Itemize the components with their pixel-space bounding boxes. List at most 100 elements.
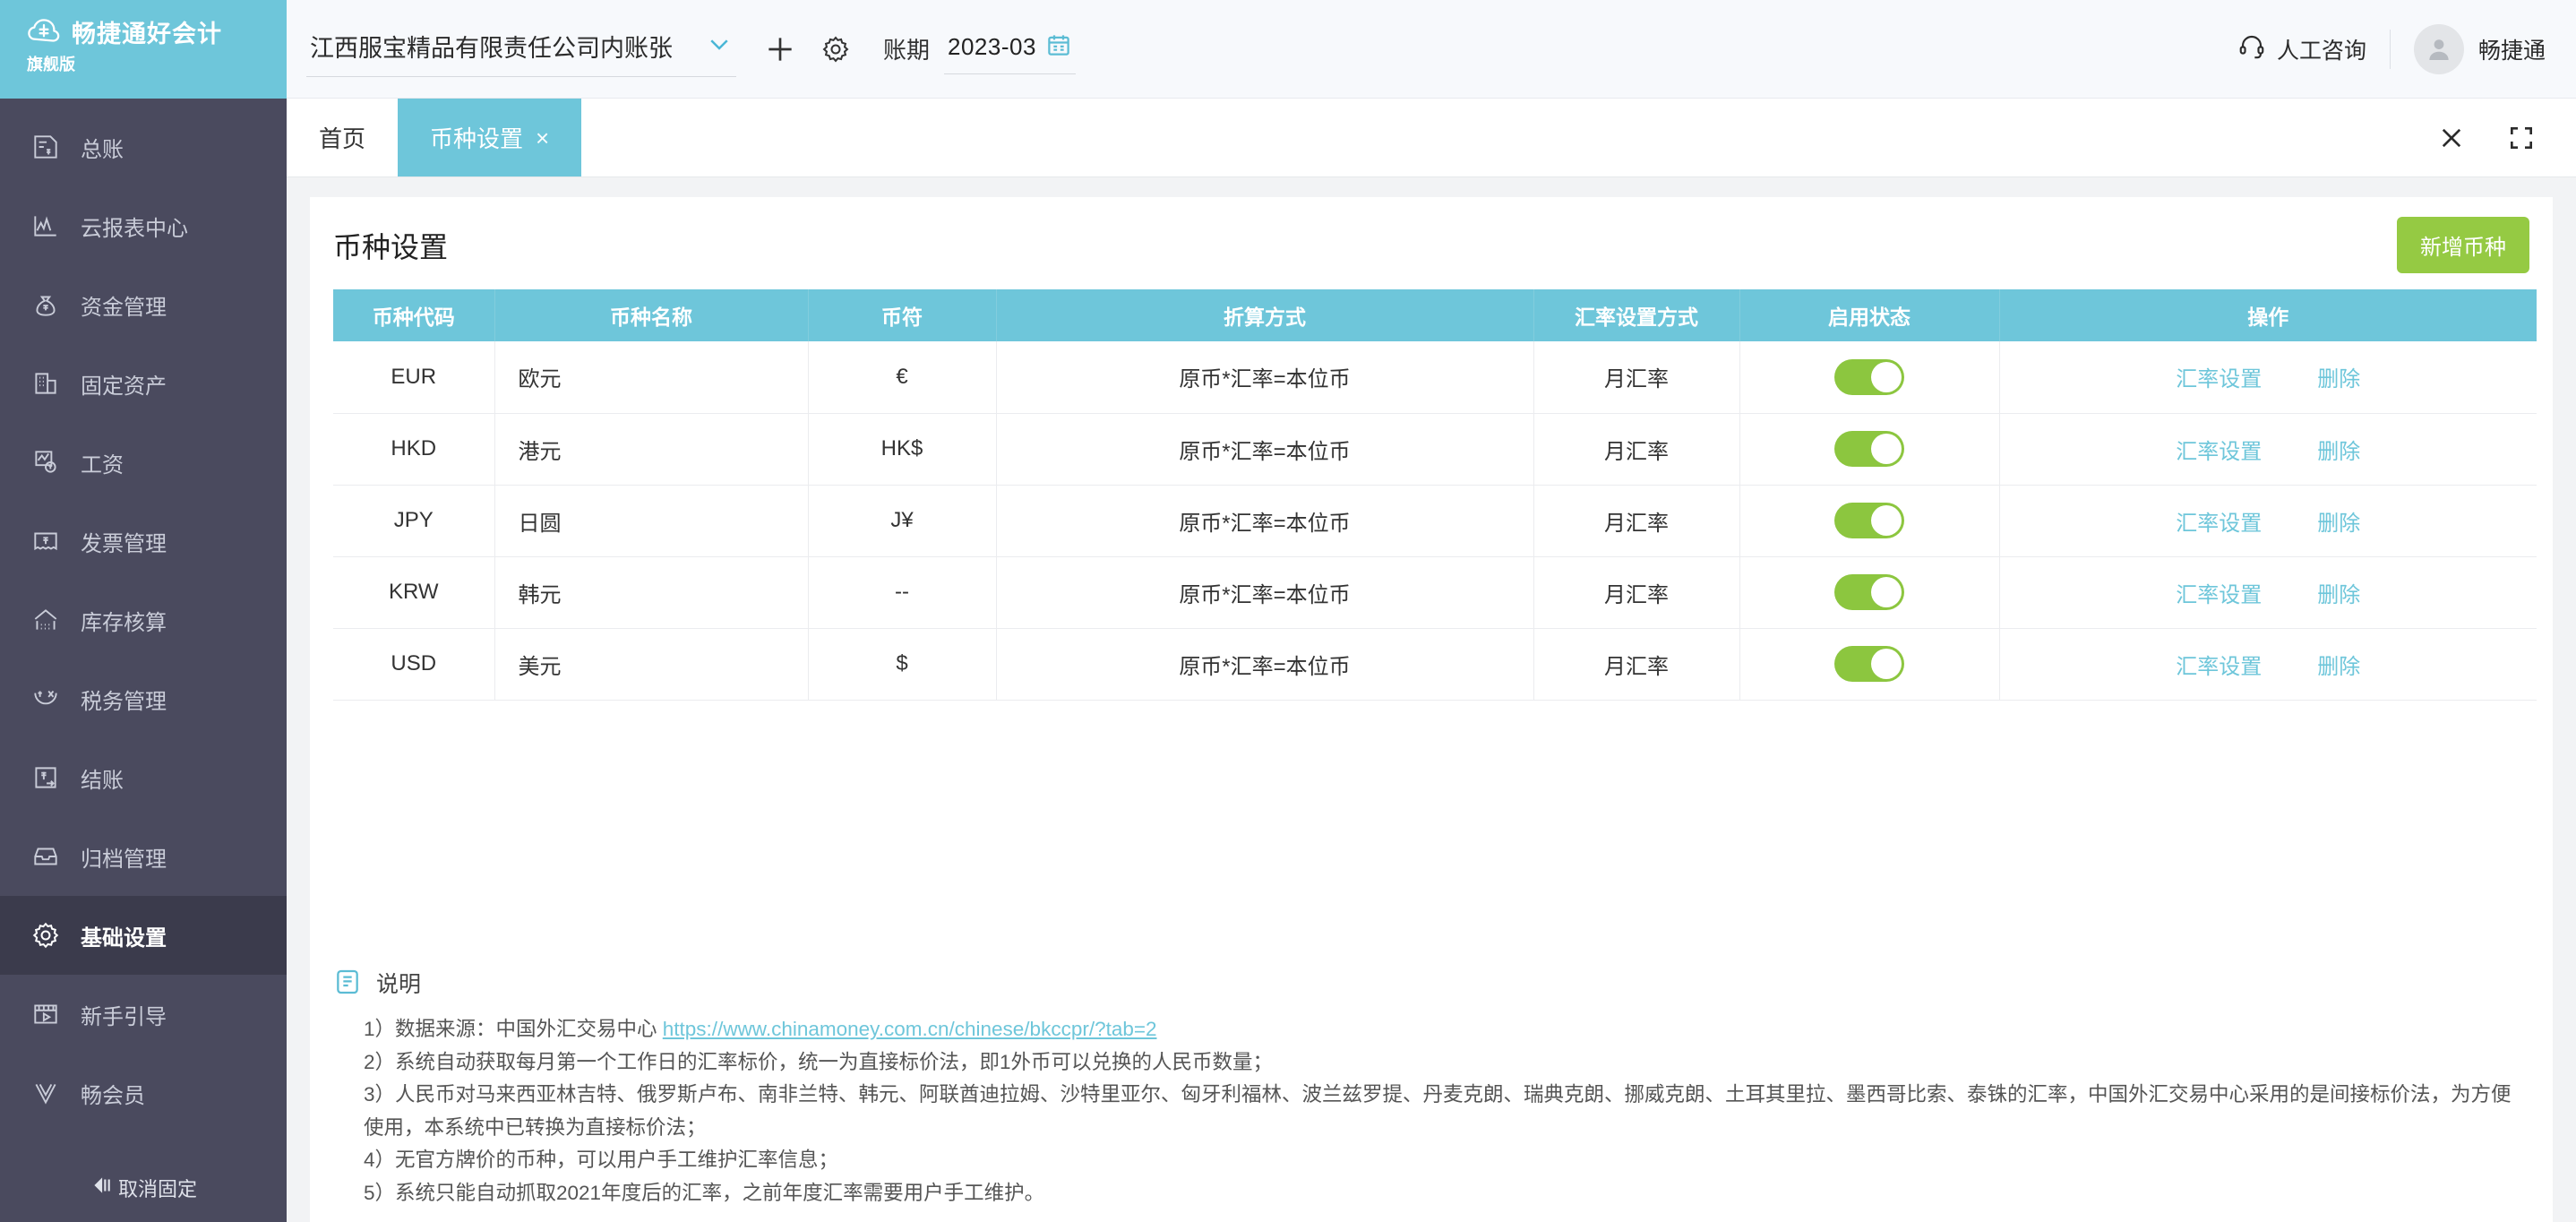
cell-operations: 汇率设置 删除 <box>1999 485 2537 557</box>
support-button[interactable]: 人工咨询 <box>2237 31 2366 66</box>
cell-code: KRW <box>333 556 495 629</box>
cell-code: HKD <box>333 413 495 486</box>
note-number: 5） <box>364 1181 396 1204</box>
column-header-code: 币种代码 <box>333 289 495 341</box>
sidebar-item-label: 归档管理 <box>81 847 167 872</box>
tab-home[interactable]: 首页 <box>287 99 398 176</box>
sidebar-nav: 总账 云报表中心 资金管理 固定资产 <box>0 99 287 1154</box>
sidebar-item-payroll[interactable]: 工资 <box>0 423 287 502</box>
sidebar-item-basic-settings[interactable]: 基础设置 <box>0 896 287 975</box>
tab-bar: 首页 币种设置 × <box>287 99 2576 177</box>
cell-operations: 汇率设置 删除 <box>1999 413 2537 486</box>
company-selector[interactable]: 江西服宝精品有限责任公司内账张 <box>306 22 736 77</box>
data-source-link[interactable]: https://www.chinamoney.com.cn/chinese/bk… <box>662 1018 1157 1041</box>
rate-settings-link[interactable]: 汇率设置 <box>2176 511 2263 536</box>
cell-operations: 汇率设置 删除 <box>1999 341 2537 414</box>
rate-settings-link[interactable]: 汇率设置 <box>2176 439 2263 464</box>
delete-link[interactable]: 删除 <box>2317 654 2361 679</box>
cell-symbol: HK$ <box>808 413 997 486</box>
sidebar-item-fixed-assets[interactable]: 固定资产 <box>0 344 287 423</box>
calendar-icon <box>1045 31 1072 63</box>
collapse-arrow-icon <box>90 1174 113 1202</box>
table-row: KRW 韩元 -- 原币*汇率=本位币 月汇率 汇率设 <box>333 556 2537 629</box>
column-header-rate-mode: 汇率设置方式 <box>1533 289 1740 341</box>
cell-name: 美元 <box>494 628 809 701</box>
cell-enabled <box>1739 485 2000 557</box>
enable-toggle[interactable] <box>1834 646 1904 682</box>
note-text: 人民币对马来西亚林吉特、俄罗斯卢布、南非兰特、韩元、阿联酋迪拉姆、沙特里亚尔、匈… <box>364 1083 2512 1139</box>
tab-currency-settings[interactable]: 币种设置 × <box>398 99 582 176</box>
vip-icon <box>30 1078 61 1108</box>
sidebar-item-label: 云报表中心 <box>81 216 188 241</box>
tab-close-icon[interactable]: × <box>536 124 550 151</box>
sidebar-item-invoice[interactable]: 发票管理 <box>0 502 287 581</box>
settings-gear-button[interactable] <box>811 25 860 73</box>
note-text: 数据来源：中国外汇交易中心 <box>395 1018 663 1041</box>
close-icon[interactable] <box>2417 99 2486 177</box>
period-label: 账期 <box>883 37 931 64</box>
payroll-icon <box>30 447 61 478</box>
cell-name: 欧元 <box>494 341 809 414</box>
sidebar-item-label: 税务管理 <box>81 689 167 714</box>
rate-settings-link[interactable]: 汇率设置 <box>2176 654 2263 679</box>
column-header-name: 币种名称 <box>494 289 809 341</box>
money-bag-icon <box>30 289 61 320</box>
delete-link[interactable]: 删除 <box>2317 439 2361 464</box>
note-number: 1） <box>364 1018 396 1041</box>
cell-name: 日圆 <box>494 485 809 557</box>
sidebar-item-archive[interactable]: 归档管理 <box>0 817 287 896</box>
column-header-operations: 操作 <box>1999 289 2537 341</box>
gear-icon <box>30 920 61 951</box>
sidebar-item-inventory[interactable]: 库存核算 <box>0 581 287 659</box>
rate-settings-link[interactable]: 汇率设置 <box>2176 582 2263 607</box>
enable-toggle[interactable] <box>1834 574 1904 610</box>
cell-enabled <box>1739 628 2000 701</box>
rate-settings-link[interactable]: 汇率设置 <box>2176 367 2263 392</box>
sidebar-item-tax[interactable]: 税务管理 <box>0 659 287 738</box>
sidebar-item-label: 工资 <box>81 452 124 478</box>
delete-link[interactable]: 删除 <box>2317 511 2361 536</box>
cell-name: 韩元 <box>494 556 809 629</box>
sidebar-item-cloud-reports[interactable]: 云报表中心 <box>0 186 287 265</box>
chevron-down-icon <box>706 30 733 62</box>
sidebar-item-label: 发票管理 <box>81 531 167 556</box>
add-currency-button[interactable]: 新增币种 <box>2397 217 2529 273</box>
table-row: HKD 港元 HK$ 原币*汇率=本位币 月汇率 汇率 <box>333 413 2537 486</box>
support-label: 人工咨询 <box>2276 38 2366 64</box>
warehouse-icon <box>30 605 61 635</box>
sidebar-item-beginner-guide[interactable]: 新手引导 <box>0 975 287 1054</box>
sidebar: 畅捷通好会计 旗舰版 总账 云报表中心 资金管理 <box>0 0 287 1222</box>
delete-link[interactable]: 删除 <box>2317 367 2361 392</box>
table-header-row: 币种代码 币种名称 币符 折算方式 汇率设置方式 启用状态 操作 <box>333 289 2537 341</box>
notes-header: 说明 <box>333 967 2529 999</box>
fullscreen-icon[interactable] <box>2486 99 2556 177</box>
main-area: 江西服宝精品有限责任公司内账张 账期 2023-03 <box>287 0 2576 1222</box>
sidebar-collapse-button[interactable]: 取消固定 <box>0 1154 287 1222</box>
company-name: 江西服宝精品有限责任公司内账张 <box>310 34 673 62</box>
panel-header: 币种设置 新增币种 <box>310 197 2553 289</box>
enable-toggle[interactable] <box>1834 358 1904 395</box>
user-menu[interactable]: 畅捷通 <box>2413 23 2546 74</box>
enable-toggle[interactable] <box>1834 503 1904 538</box>
table-row: USD 美元 $ 原币*汇率=本位币 月汇率 汇率设置 <box>333 628 2537 701</box>
topbar-right-group: 人工咨询 畅捷通 <box>2237 23 2546 74</box>
note-item: 1）数据来源：中国外汇交易中心 https://www.chinamoney.c… <box>364 1013 2529 1046</box>
cell-rate-mode: 月汇率 <box>1533 341 1740 414</box>
delete-link[interactable]: 删除 <box>2317 582 2361 607</box>
note-text: 无官方牌价的币种，可以用户手工维护汇率信息； <box>395 1149 839 1172</box>
cell-conversion: 原币*汇率=本位币 <box>996 413 1534 486</box>
headset-icon <box>2237 31 2266 66</box>
sidebar-item-vip[interactable]: 畅会员 <box>0 1054 287 1132</box>
note-item: 4）无官方牌价的币种，可以用户手工维护汇率信息； <box>364 1144 2529 1176</box>
enable-toggle[interactable] <box>1834 431 1904 467</box>
building-icon <box>30 368 61 399</box>
cell-rate-mode: 月汇率 <box>1533 485 1740 557</box>
brand-edition: 旗舰版 <box>27 56 75 73</box>
sidebar-item-funds[interactable]: 资金管理 <box>0 265 287 344</box>
table-row: EUR 欧元 € 原币*汇率=本位币 月汇率 汇率设置 <box>333 341 2537 414</box>
sidebar-item-ledger[interactable]: 总账 <box>0 108 287 186</box>
period-picker[interactable]: 2023-03 <box>944 24 1076 74</box>
sidebar-item-closing[interactable]: 结账 <box>0 738 287 817</box>
cell-enabled <box>1739 341 2000 414</box>
add-account-set-button[interactable] <box>756 25 804 73</box>
